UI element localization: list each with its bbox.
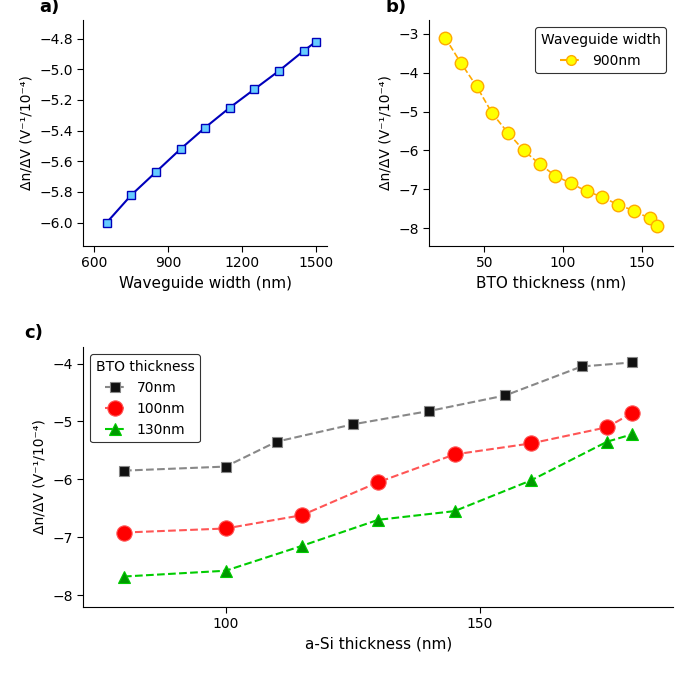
X-axis label: Waveguide width (nm): Waveguide width (nm) [119,276,291,290]
70nm [425,407,433,415]
70nm [272,437,280,446]
100nm [603,423,611,431]
100nm [527,439,535,448]
Line: 130nm: 130nm [118,428,638,583]
100nm [374,478,382,486]
Y-axis label: Δn/ΔV (V⁻¹/10⁻⁴): Δn/ΔV (V⁻¹/10⁻⁴) [33,419,46,534]
X-axis label: a-Si thickness (nm): a-Si thickness (nm) [305,636,452,652]
130nm [450,507,459,515]
X-axis label: BTO thickness (nm): BTO thickness (nm) [476,276,627,290]
Legend: 900nm: 900nm [535,27,666,73]
Text: c): c) [24,324,43,342]
130nm [298,542,306,550]
100nm [120,528,128,537]
130nm [603,437,611,446]
130nm [527,477,535,485]
70nm [348,421,357,429]
Line: 100nm: 100nm [117,405,640,540]
70nm [221,462,230,470]
Y-axis label: Δn/ΔV (V⁻¹/10⁻⁴): Δn/ΔV (V⁻¹/10⁻⁴) [19,75,34,190]
100nm [628,408,636,417]
130nm [120,572,128,580]
70nm [120,466,128,474]
130nm [374,516,382,524]
100nm [298,511,306,519]
Legend: 70nm, 100nm, 130nm: 70nm, 100nm, 130nm [90,355,200,442]
Y-axis label: Δn/ΔV (V⁻¹/10⁻⁴): Δn/ΔV (V⁻¹/10⁻⁴) [379,75,393,190]
130nm [221,567,230,575]
70nm [628,359,636,367]
Text: b): b) [386,0,407,16]
130nm [628,430,636,438]
Line: 70nm: 70nm [119,358,637,475]
Text: a): a) [40,0,60,16]
70nm [577,363,586,371]
100nm [221,524,230,532]
70nm [501,392,509,400]
100nm [450,450,459,458]
